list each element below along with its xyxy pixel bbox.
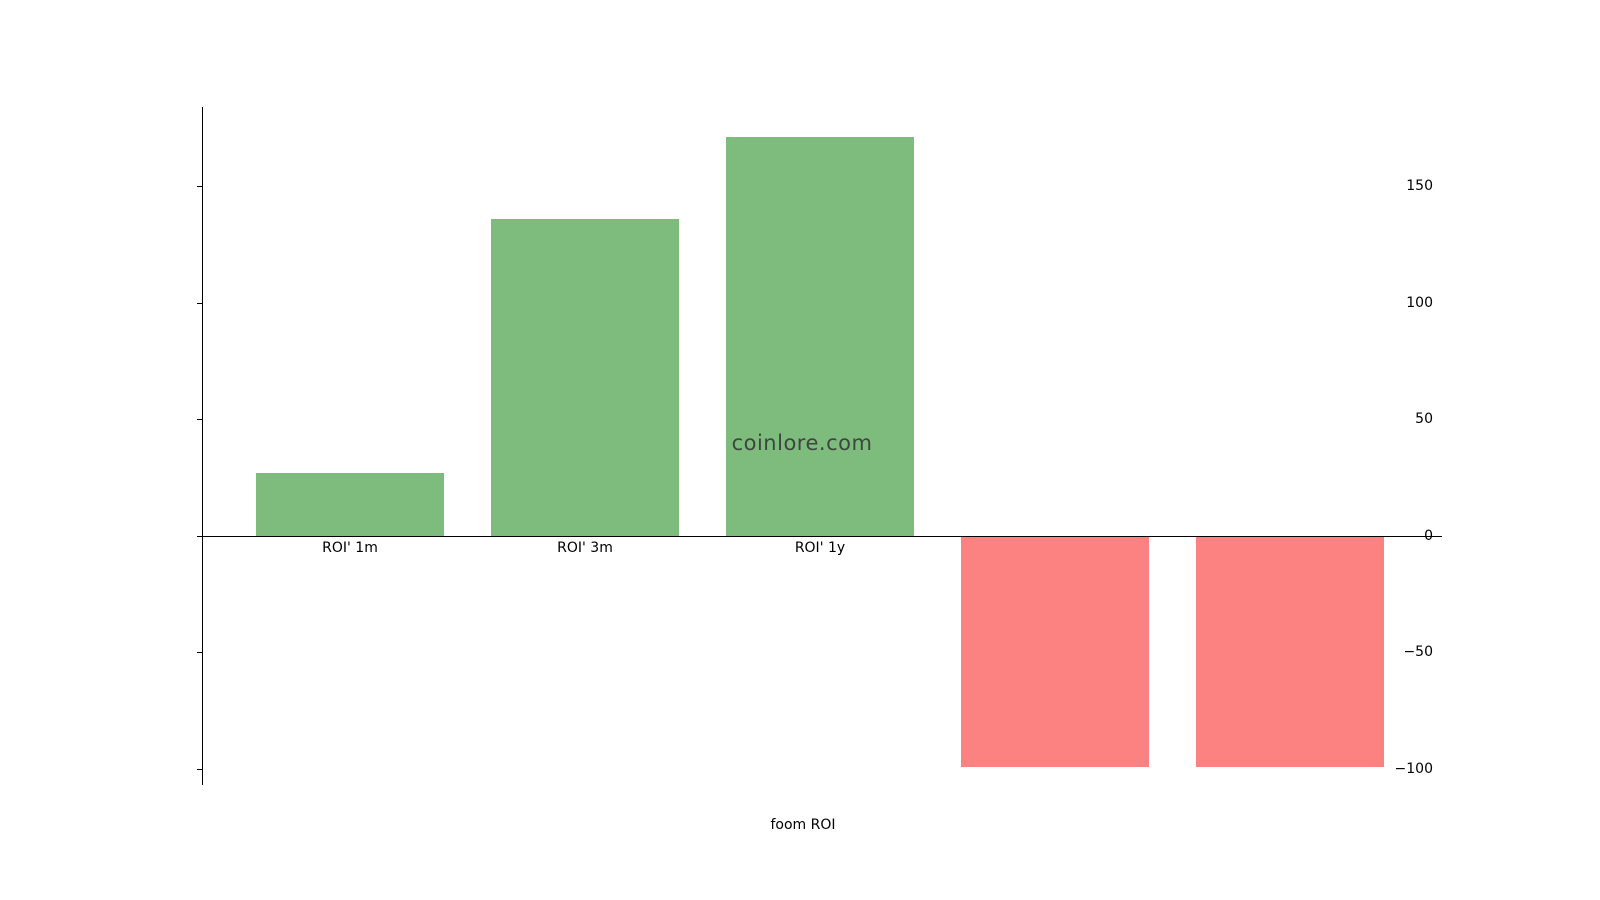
plot-area: 150 100 50 0 −50 −100 ROI' 1m ROI' 3m ROI' 1y bbox=[197, 107, 1442, 785]
x-axis-zero-line bbox=[202, 535, 1442, 537]
bar bbox=[1196, 536, 1384, 768]
y-tick-mark bbox=[197, 302, 202, 304]
y-tick-mark bbox=[197, 768, 202, 770]
y-tick-label: 0 bbox=[1424, 527, 1433, 544]
y-tick-label: −100 bbox=[1394, 760, 1433, 777]
y-axis-spine bbox=[202, 107, 203, 785]
bar bbox=[491, 218, 679, 536]
bar bbox=[256, 472, 444, 536]
y-tick-label: −50 bbox=[1403, 644, 1433, 661]
x-axis-title: foom ROI bbox=[770, 817, 836, 833]
x-tick-label: ROI' 1m bbox=[322, 539, 378, 556]
y-tick-label: 50 bbox=[1415, 411, 1433, 428]
y-tick-mark bbox=[197, 535, 202, 537]
x-tick-label: ROI' 1y bbox=[794, 539, 846, 556]
y-tick-label: 150 bbox=[1406, 178, 1433, 195]
bar bbox=[726, 137, 914, 536]
x-tick-label: ROI' 3m bbox=[557, 539, 613, 556]
y-tick-mark bbox=[197, 652, 202, 654]
y-tick-mark bbox=[197, 419, 202, 421]
y-tick-label: 100 bbox=[1406, 294, 1433, 311]
y-tick-mark bbox=[197, 186, 202, 188]
watermark-text: coinlore.com bbox=[731, 431, 873, 455]
bar bbox=[961, 536, 1149, 768]
